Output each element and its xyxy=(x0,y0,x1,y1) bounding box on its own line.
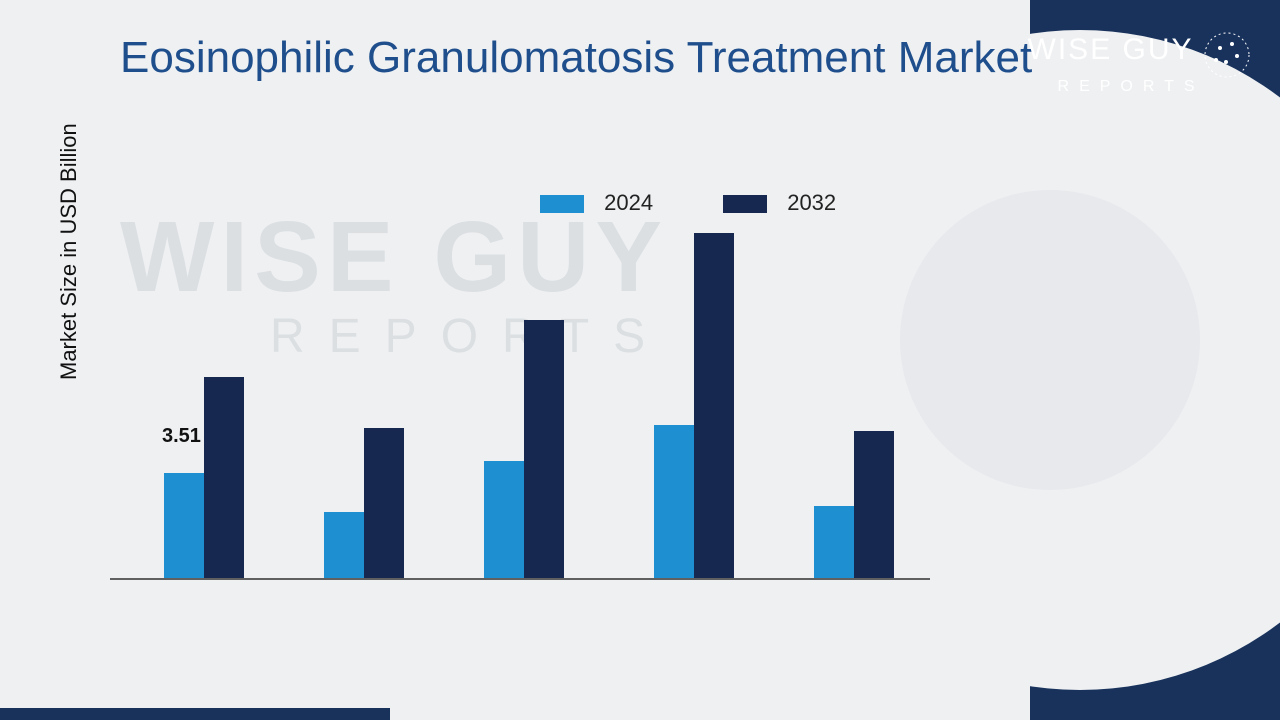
bar-series-a xyxy=(164,473,204,578)
bar-series-a xyxy=(324,512,364,578)
brand-logo: WISE GUY REPORTS xyxy=(1028,30,1252,96)
y-axis-label: Market Size in USD Billion xyxy=(56,123,82,380)
x-axis-line xyxy=(110,578,930,580)
legend-swatch-b xyxy=(723,195,767,213)
bar-series-b xyxy=(854,431,894,578)
bar-series-b xyxy=(694,233,734,578)
chart-card: WISE GUY REPORTS Eosinophilic Granulomat… xyxy=(0,0,1280,720)
watermark-head-icon xyxy=(900,190,1200,490)
bar-series-b xyxy=(204,377,244,578)
legend-item-2032: 2032 xyxy=(723,190,836,216)
brand-line2: REPORTS xyxy=(1058,78,1252,96)
legend-swatch-a xyxy=(540,195,584,213)
plot-area: 3.51NORTHAMERICAEUROPESOUTHAMERICAASIAPA… xyxy=(110,220,930,580)
brand-head-icon xyxy=(1202,30,1252,80)
legend-item-2024: 2024 xyxy=(540,190,653,216)
bar-series-b xyxy=(364,428,404,578)
bar-series-a xyxy=(814,506,854,578)
bar-series-a xyxy=(484,461,524,578)
brand-line1: WISE GUY xyxy=(1028,33,1194,67)
bar-series-a xyxy=(654,425,694,578)
bar-value-label: 3.51 xyxy=(162,425,201,448)
bar-series-b xyxy=(524,320,564,578)
page-title: Eosinophilic Granulomatosis Treatment Ma… xyxy=(120,34,1032,82)
legend: 2024 2032 xyxy=(540,190,836,216)
footer-accent-bar xyxy=(0,708,390,720)
legend-label-a: 2024 xyxy=(604,190,653,215)
legend-label-b: 2032 xyxy=(787,190,836,215)
